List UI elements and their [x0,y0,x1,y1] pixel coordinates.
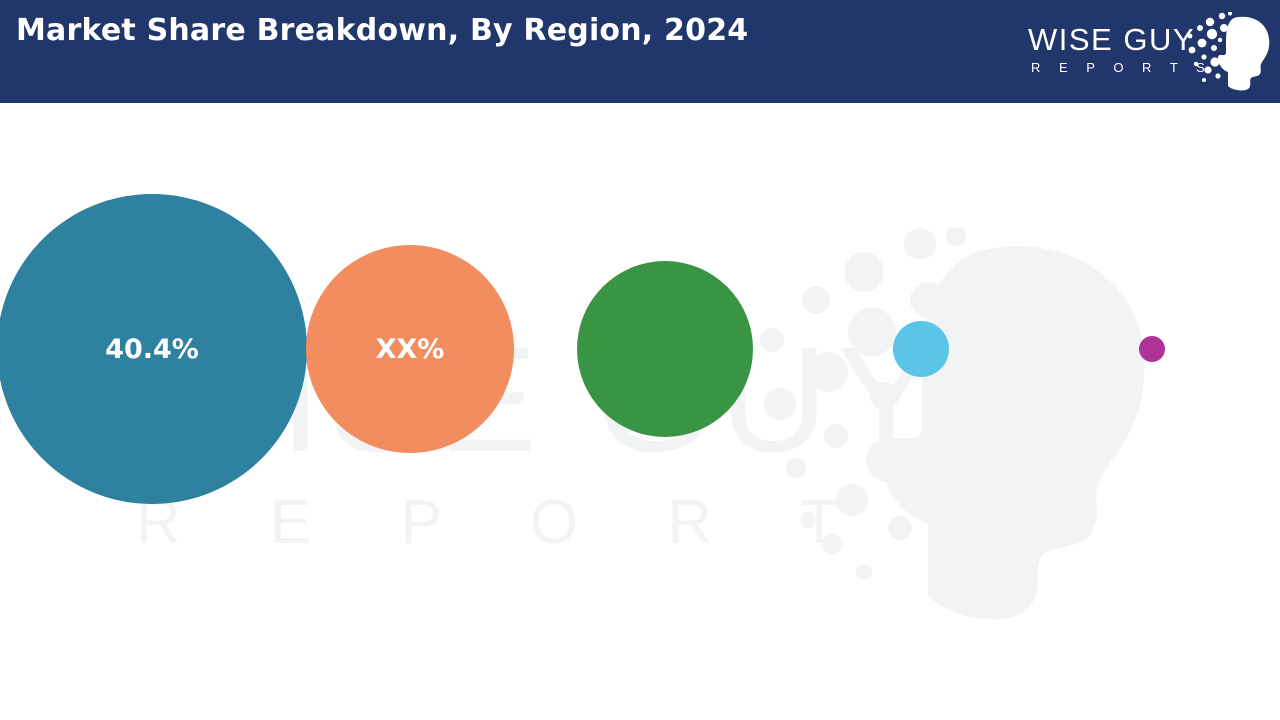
logo-wordmark-sub: R E P O R T S [1031,60,1213,75]
brand-logo: WISE GUY R E P O R T S [1024,8,1274,94]
bubble-value-north-america: 40.4% [105,333,199,365]
bubble-europe[interactable]: XX% [306,245,514,453]
bubble-value-europe: XX% [375,333,445,365]
watermark-dotted-head-icon [760,228,1145,620]
bubble-south-america[interactable] [893,321,949,377]
dotted-head-logo-icon [1187,12,1270,91]
bubble-mea[interactable] [1139,336,1165,362]
bubble-chart-area: WISE GUY R E P O R T S [0,103,1280,720]
bubble-north-america[interactable]: 40.4% [0,194,307,504]
logo-wordmark-main: WISE GUY [1028,22,1196,57]
watermark-wordmark-sub: R E P O R T S [136,488,1004,557]
page-header: Market Share Breakdown, By Region, 2024 … [0,0,1280,103]
bubble-apac[interactable] [577,261,753,437]
page-title: Market Share Breakdown, By Region, 2024 [16,13,749,48]
